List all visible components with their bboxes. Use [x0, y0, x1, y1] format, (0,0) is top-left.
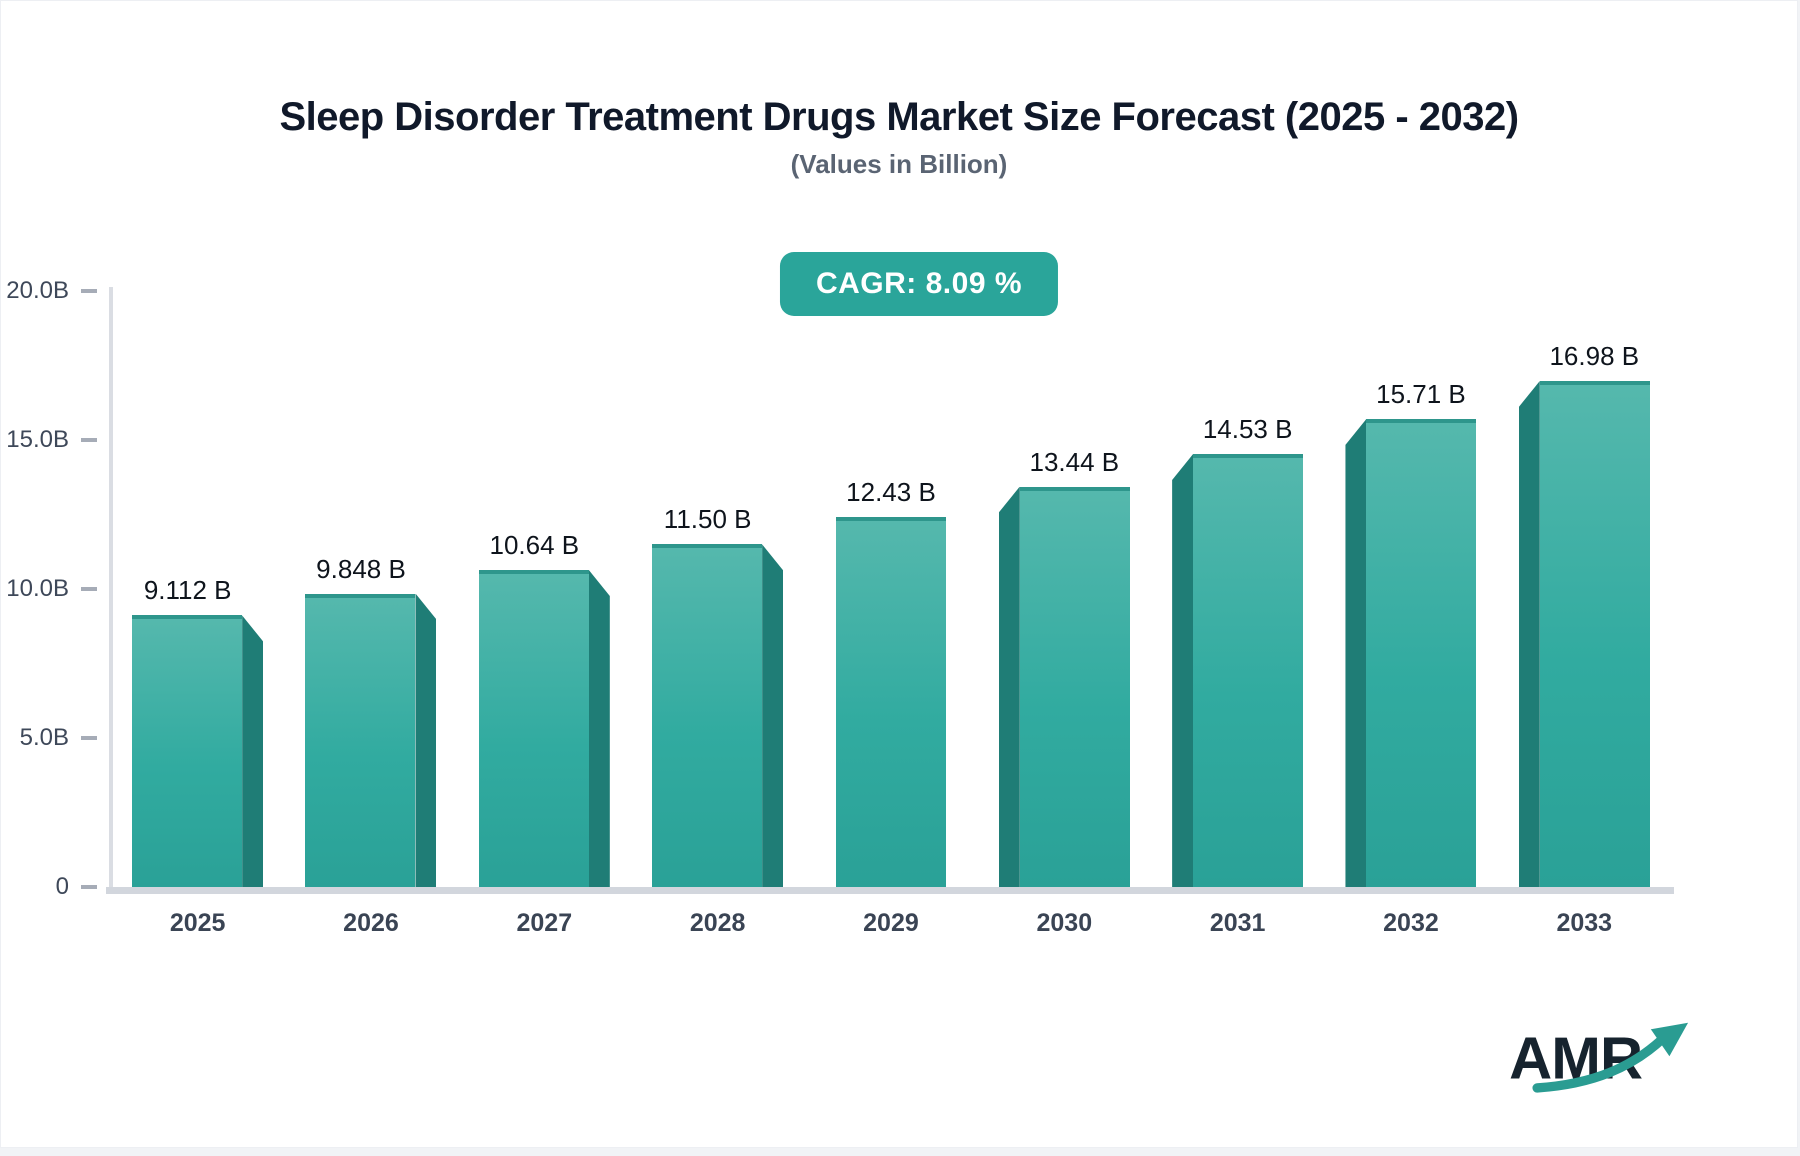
chart-title: Sleep Disorder Treatment Drugs Market Si… [279, 95, 1519, 139]
bar-2026 [305, 593, 437, 887]
bar-value-label: 13.44 B [1029, 446, 1120, 477]
y-tick-mark [81, 438, 97, 442]
bar-column-2027: 10.64 B 2027 [458, 529, 631, 937]
x-axis-baseline [106, 887, 1674, 894]
bar-value-label: 12.43 B [846, 476, 936, 507]
bar-3d-side [588, 569, 610, 887]
x-axis-year-label: 2027 [516, 909, 573, 937]
chart-subtitle: (Values in Billion) [790, 149, 1008, 179]
bar-face [1193, 454, 1304, 887]
bar-3d-side [415, 593, 437, 887]
bar-value-label: 9.112 B [143, 575, 232, 606]
bar-3d-side [1345, 418, 1367, 887]
bar-face [305, 593, 416, 887]
bar-value-label: 10.64 B [489, 529, 580, 560]
bar-columns: 9.112 B 2025 9.848 B 2026 10.64 B 2027 11.50 B… [111, 291, 1671, 937]
bar-value-label: 15.71 B [1376, 378, 1466, 409]
bar-face [835, 516, 946, 887]
bar-column-2029: 12.43 B 2029 [804, 476, 977, 937]
y-axis-line [109, 287, 113, 889]
bar-value-label: 14.53 B [1202, 414, 1293, 445]
bar-2031 [1172, 454, 1304, 887]
x-axis-year-label: 2025 [169, 909, 226, 937]
bar-chart-plot-area: 20.0B 15.0B 10.0B 5.0B 0 9.112 B 2025 9.848 B 2… [6, 277, 1674, 937]
x-axis-year-label: 2026 [343, 909, 399, 937]
x-axis-year-label: 2032 [1383, 909, 1439, 937]
x-axis-year-label: 2033 [1556, 909, 1613, 937]
bar-column-2032: 15.71 B 2032 [1324, 378, 1497, 937]
x-axis-year-label: 2029 [863, 909, 919, 937]
bar-value-label: 16.98 B [1549, 341, 1640, 371]
bar-column-2025: 9.112 B 2025 [111, 575, 284, 937]
bar-3d-side [1172, 454, 1194, 887]
cagr-badge: CAGR: 8.09 % [779, 252, 1059, 316]
y-tick-label: 0 [55, 873, 69, 900]
bar-column-2030: 13.44 B 2030 [978, 446, 1151, 937]
y-tick-label: 10.0B [6, 575, 69, 602]
x-axis-year-label: 2031 [1209, 909, 1266, 937]
bar-value-label: 9.848 B [316, 553, 406, 584]
bar-face [1019, 486, 1130, 887]
bar-2033 [1518, 381, 1650, 887]
bar-value-label: 11.50 B [663, 504, 752, 535]
bar-2028 [652, 544, 784, 887]
bar-3d-side [762, 544, 784, 887]
amr-logo: AMR [1509, 1022, 1689, 1093]
x-axis-year-label: 2028 [689, 909, 746, 937]
y-tick-label: 20.0B [6, 277, 69, 304]
bar-face [478, 569, 589, 887]
bar-3d-side [242, 615, 264, 887]
bar-face [132, 615, 243, 887]
bar-column-2033: 16.98 B 2033 [1498, 341, 1671, 937]
bar-2030 [998, 486, 1130, 887]
y-tick-label: 5.0B [19, 724, 69, 751]
bar-2032 [1345, 418, 1477, 887]
bar-2025 [132, 615, 264, 887]
bar-2029 [835, 516, 946, 887]
bar-2027 [478, 569, 610, 887]
bar-face [1366, 418, 1477, 887]
bar-3d-side [998, 486, 1020, 887]
bar-column-2028: 11.50 B 2028 [631, 504, 804, 937]
bar-column-2031: 14.53 B 2031 [1151, 414, 1324, 937]
bar-column-2026: 9.848 B 2026 [284, 553, 457, 937]
bar-face [652, 544, 763, 887]
y-tick-mark [81, 587, 97, 591]
bar-face [1539, 381, 1650, 887]
y-tick-label: 15.0B [6, 426, 69, 453]
y-tick-mark [81, 885, 97, 889]
bar-3d-side [1518, 381, 1540, 887]
y-tick-mark [81, 289, 97, 293]
x-axis-year-label: 2030 [1036, 909, 1093, 937]
growth-arrow-icon [1532, 1022, 1689, 1093]
y-tick-mark [81, 736, 97, 740]
